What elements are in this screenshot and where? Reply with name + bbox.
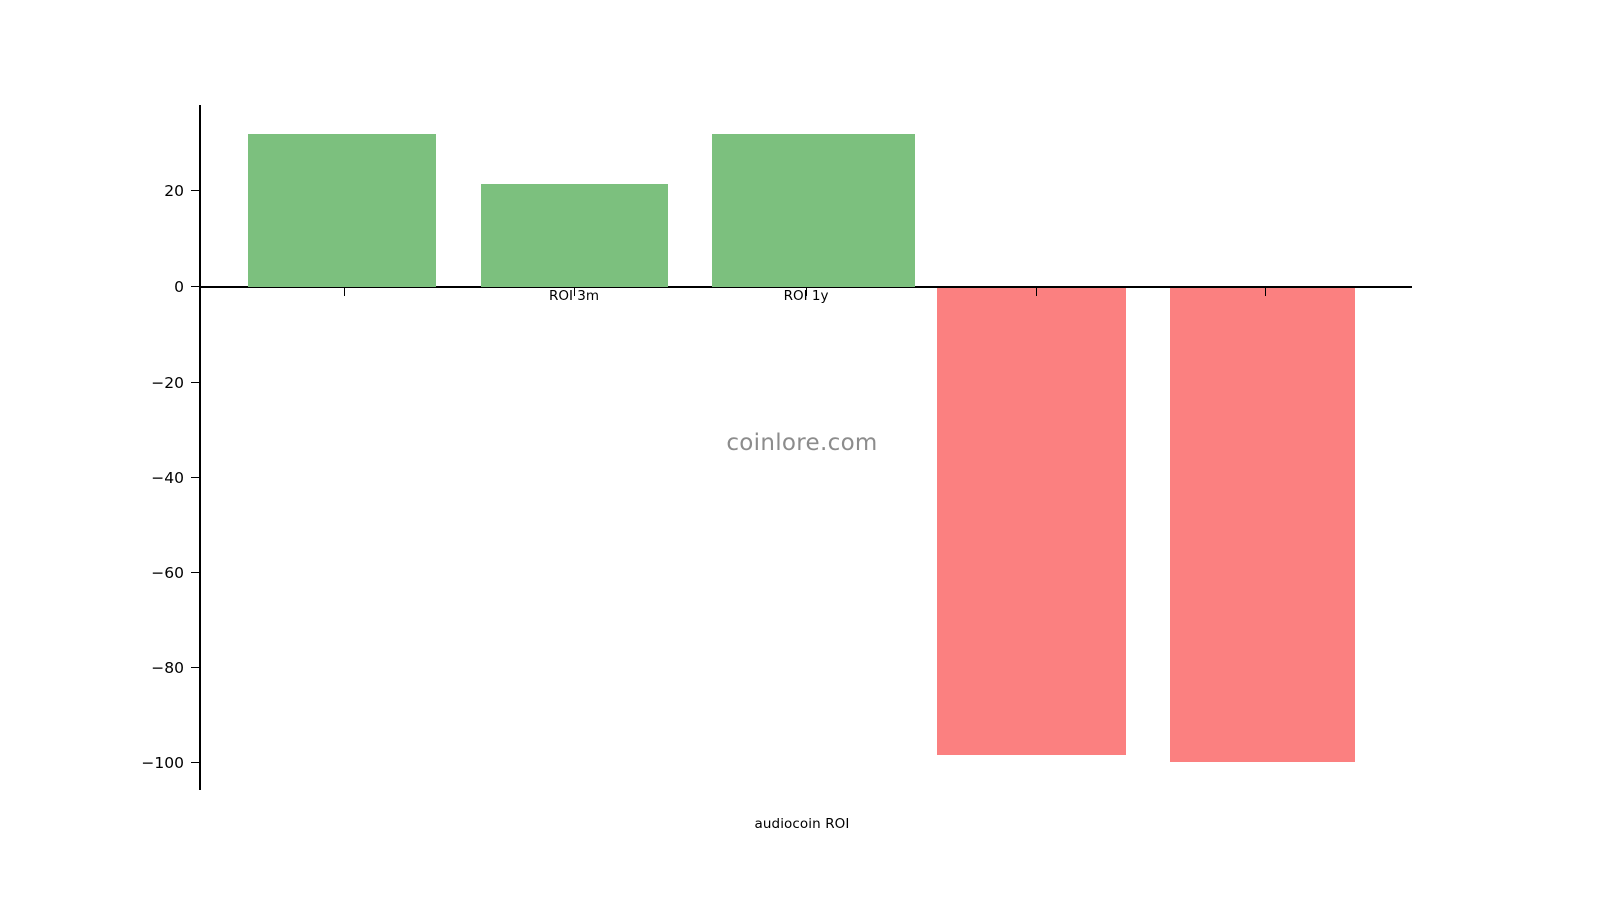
y-tick-label-0: 0 (174, 278, 184, 296)
y-tick-mark--80 (191, 667, 199, 669)
y-tick-label--100: −100 (141, 754, 184, 772)
y-tick-mark--40 (191, 477, 199, 479)
y-tick-mark-0 (191, 286, 199, 288)
x-axis-label-text: audiocoin ROI (754, 816, 850, 832)
y-tick-label--40: −40 (151, 469, 184, 487)
watermark: coinlore.com (0, 430, 1600, 456)
x-axis-label: audiocoin ROI (0, 816, 1600, 832)
x-tick-mark-1 (344, 288, 346, 296)
watermark-text: coinlore.com (726, 430, 878, 456)
bar-5[interactable] (1170, 288, 1355, 762)
y-tick-mark--60 (191, 572, 199, 574)
y-tick-label--20: −20 (151, 374, 184, 392)
y-axis-spine (199, 105, 201, 790)
y-tick-mark-20 (191, 190, 199, 192)
x-tick-label-roi-1y: ROI 1y (783, 288, 829, 304)
x-tick-mark-3 (806, 288, 808, 296)
bar-2[interactable] (481, 184, 668, 287)
bar-1[interactable] (248, 134, 436, 287)
bar-4[interactable] (937, 288, 1126, 755)
y-tick-label--80: −80 (151, 659, 184, 677)
x-tick-mark-4 (1036, 288, 1038, 296)
bar-3[interactable] (712, 134, 915, 287)
y-tick-label-20: 20 (164, 182, 184, 200)
y-tick-label--60: −60 (151, 564, 184, 582)
x-tick-mark-2 (574, 288, 576, 296)
y-tick-mark--100 (191, 762, 199, 764)
y-tick-mark--20 (191, 382, 199, 384)
x-tick-label-roi-3m: ROI 3m (548, 288, 600, 304)
x-tick-mark-5 (1265, 288, 1267, 296)
